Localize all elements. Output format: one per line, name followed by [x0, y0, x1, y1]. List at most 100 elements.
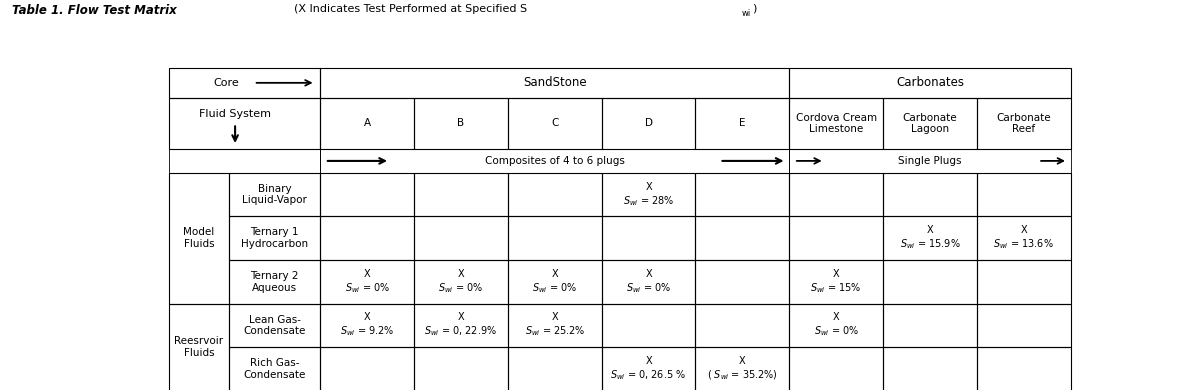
Text: SandStone: SandStone [523, 76, 587, 89]
Bar [883, 173, 977, 216]
Text: Binary
Liquid-Vapor: Binary Liquid-Vapor [242, 184, 307, 206]
Text: X
$S_{wi}$ = 0%: X $S_{wi}$ = 0% [626, 269, 671, 295]
Text: Lean Gas-
Condensate: Lean Gas- Condensate [244, 314, 306, 336]
Text: X
$S_{wi}$ = 0%: X $S_{wi}$ = 0% [532, 269, 577, 295]
Bar [414, 260, 508, 303]
Text: X
$S_{wi}$ = 25.2%: X $S_{wi}$ = 25.2% [524, 312, 584, 338]
Bar [977, 173, 1070, 216]
Bar [601, 216, 696, 260]
Bar [414, 173, 508, 216]
Bar [229, 347, 320, 390]
Text: Carbonates: Carbonates [896, 76, 964, 89]
Bar [601, 260, 696, 303]
Text: Ternary 1
Hydrocarbon: Ternary 1 Hydrocarbon [241, 227, 308, 249]
Text: Table 1. Flow Test Matrix: Table 1. Flow Test Matrix [12, 4, 176, 17]
Text: C: C [551, 119, 558, 128]
Bar [601, 303, 696, 347]
Bar [229, 303, 320, 347]
Bar [696, 173, 790, 216]
Bar [790, 303, 883, 347]
Text: X
$S_{wi}$ = 0%: X $S_{wi}$ = 0% [814, 312, 859, 338]
Text: X
$S_{wi}$ = 9.2%: X $S_{wi}$ = 9.2% [340, 312, 394, 338]
Text: wi: wi [742, 9, 751, 18]
Bar [696, 303, 790, 347]
Bar [229, 173, 320, 216]
Bar [696, 98, 790, 149]
Bar [168, 149, 320, 173]
Bar [696, 216, 790, 260]
Bar [414, 347, 508, 390]
Bar [414, 216, 508, 260]
Bar [229, 216, 320, 260]
Text: X
$S_{wi}$ = 0%: X $S_{wi}$ = 0% [438, 269, 484, 295]
Bar [320, 347, 414, 390]
Bar [508, 98, 601, 149]
Text: X
$S_{wi}$ = 0%: X $S_{wi}$ = 0% [344, 269, 390, 295]
Bar [883, 347, 977, 390]
Bar [790, 173, 883, 216]
Text: B: B [457, 119, 464, 128]
Text: Carbonate
Reef: Carbonate Reef [996, 113, 1051, 134]
Bar [883, 303, 977, 347]
Bar [790, 216, 883, 260]
Text: (X Indicates Test Performed at Specified S: (X Indicates Test Performed at Specified… [294, 4, 527, 14]
Bar [977, 216, 1070, 260]
Text: X
$S_{wi}$ = 13.6%: X $S_{wi}$ = 13.6% [994, 225, 1054, 251]
Bar [977, 98, 1070, 149]
Text: Single Plugs: Single Plugs [899, 156, 961, 166]
Bar [977, 347, 1070, 390]
Bar [320, 173, 414, 216]
Bar [883, 98, 977, 149]
Bar [414, 98, 508, 149]
Bar [790, 260, 883, 303]
Bar [977, 303, 1070, 347]
Text: Core: Core [212, 78, 239, 88]
Text: X
( $S_{wi}$ = 35.2%): X ( $S_{wi}$ = 35.2%) [707, 356, 778, 382]
Bar [601, 173, 696, 216]
Bar [883, 260, 977, 303]
Bar [790, 347, 883, 390]
Bar [508, 173, 601, 216]
Bar [168, 98, 320, 149]
Text: Composites of 4 to 6 plugs: Composites of 4 to 6 plugs [485, 156, 625, 166]
Bar [790, 68, 1070, 98]
Bar [508, 260, 601, 303]
Bar [790, 98, 883, 149]
Bar [320, 68, 790, 98]
Bar [883, 216, 977, 260]
Bar [229, 260, 320, 303]
Bar [696, 347, 790, 390]
Bar [320, 98, 414, 149]
Bar [790, 149, 1070, 173]
Text: Ternary 2
Aqueous: Ternary 2 Aqueous [251, 271, 299, 292]
Text: ): ) [752, 4, 757, 14]
Bar [696, 260, 790, 303]
Text: X
$S_{wi}$ = 28%: X $S_{wi}$ = 28% [623, 182, 674, 207]
Bar [508, 347, 601, 390]
Bar [168, 173, 229, 303]
Bar [977, 260, 1070, 303]
Text: Cordova Cream
Limestone: Cordova Cream Limestone [796, 113, 877, 134]
Text: X
$S_{wi}$ = 0, 26.5 %: X $S_{wi}$ = 0, 26.5 % [611, 356, 686, 382]
Text: Reesrvoir
Fluids: Reesrvoir Fluids [174, 336, 223, 358]
Bar [320, 260, 414, 303]
Text: D: D [644, 119, 653, 128]
Text: X
$S_{wi}$ = 15%: X $S_{wi}$ = 15% [810, 269, 862, 295]
Text: A: A [364, 119, 371, 128]
Text: Model
Fluids: Model Fluids [184, 227, 215, 249]
Bar [508, 216, 601, 260]
Text: Fluid System: Fluid System [199, 109, 271, 119]
Text: X
$S_{wi}$ = 0, 22.9%: X $S_{wi}$ = 0, 22.9% [425, 312, 498, 338]
Bar [320, 303, 414, 347]
Text: Carbonate
Lagoon: Carbonate Lagoon [902, 113, 958, 134]
Text: E: E [739, 119, 745, 128]
Bar [168, 303, 229, 390]
Bar [601, 347, 696, 390]
Bar [414, 303, 508, 347]
Bar [508, 303, 601, 347]
Bar [601, 98, 696, 149]
Bar [168, 68, 320, 98]
Text: Rich Gas-
Condensate: Rich Gas- Condensate [244, 358, 306, 380]
Text: X
$S_{wi}$ = 15.9%: X $S_{wi}$ = 15.9% [900, 225, 960, 251]
Bar [320, 149, 790, 173]
